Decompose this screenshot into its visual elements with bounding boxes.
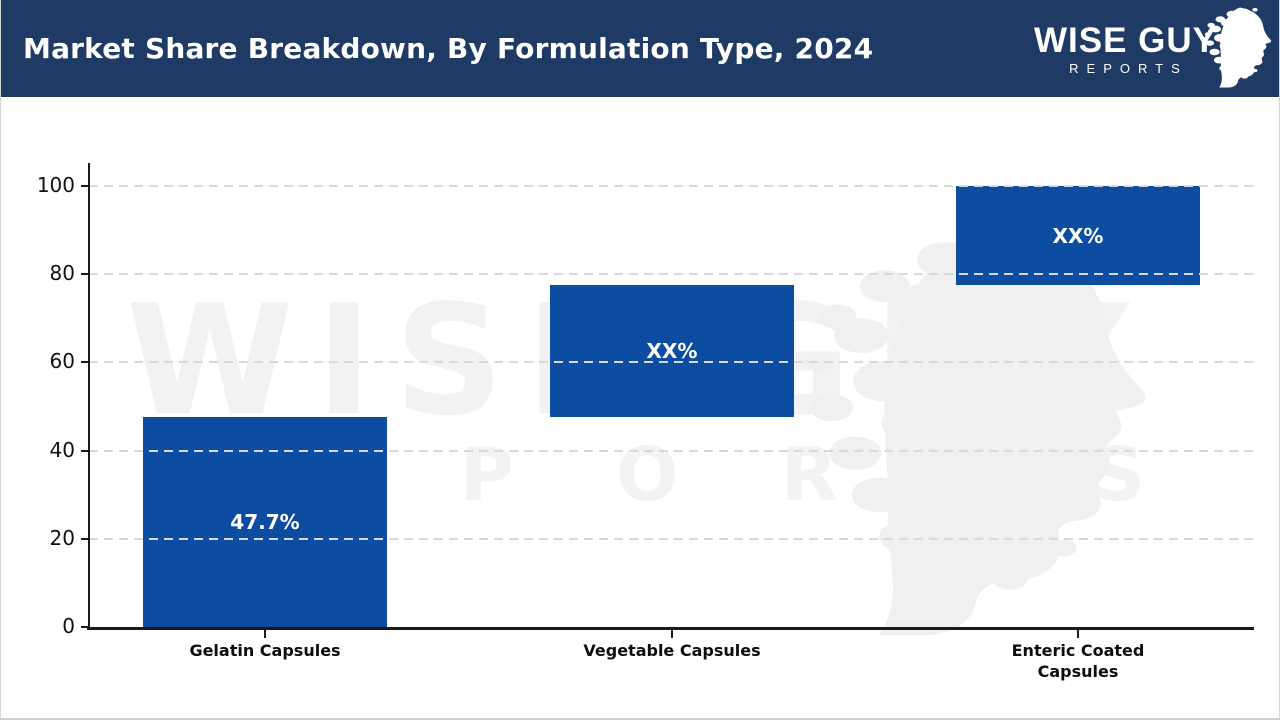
y-tick-label-80: 80 <box>49 261 75 286</box>
bar-2: XX% <box>550 285 794 417</box>
category-label-line: Vegetable Capsules <box>583 641 761 660</box>
category-label-line: Enteric Coated <box>1011 641 1145 660</box>
wiseguy-head-icon <box>1204 7 1272 88</box>
category-label-3: Enteric Coated Capsules <box>953 640 1203 682</box>
category-label-line: Capsules <box>1037 662 1119 681</box>
y-tick-20 <box>81 537 89 540</box>
category-label-1: Gelatin Capsules <box>140 640 390 661</box>
gridline-60 <box>89 361 1254 364</box>
gridline-100 <box>89 185 1254 187</box>
logo-subtext: REPORTS <box>1069 60 1188 76</box>
header-banner: Market Share Breakdown, By Formulation T… <box>1 0 1279 97</box>
bar-value-label: XX% <box>646 338 698 363</box>
y-tick-100 <box>81 185 89 187</box>
bar-3: XX% <box>956 186 1200 286</box>
y-tick-label-20: 20 <box>49 525 75 550</box>
gridline-40 <box>89 449 1254 452</box>
chart-title: Market Share Breakdown, By Formulation T… <box>23 32 874 65</box>
y-tick-60 <box>81 361 89 364</box>
category-label-line: Gelatin Capsules <box>189 641 341 660</box>
category-label-2: Vegetable Capsules <box>547 640 797 661</box>
y-tick-label-60: 60 <box>49 349 75 374</box>
x-tick-3 <box>1077 630 1079 638</box>
gridline-20 <box>89 537 1254 540</box>
wiseguy-logo: WISE GUY REPORTS <box>1034 4 1277 94</box>
gridline-80 <box>89 273 1254 276</box>
bar-1: 47.7% <box>143 416 387 627</box>
bar-value-label: XX% <box>1052 223 1104 248</box>
logo-wordmark: WISE GUY <box>1033 20 1217 60</box>
y-tick-label-0: 0 <box>62 614 75 638</box>
y-axis-line <box>88 163 90 629</box>
y-tick-label-40: 40 <box>49 437 75 462</box>
x-axis-line <box>87 627 1254 630</box>
y-tick-label-100: 100 <box>36 173 75 197</box>
x-tick-1 <box>264 630 266 638</box>
y-tick-0 <box>81 626 89 628</box>
bar-value-label: 47.7% <box>230 509 300 534</box>
x-tick-2 <box>671 630 673 638</box>
y-tick-80 <box>81 273 89 276</box>
logo-wordmark-block: WISE GUY REPORTS <box>1034 23 1217 76</box>
y-tick-40 <box>81 449 89 452</box>
